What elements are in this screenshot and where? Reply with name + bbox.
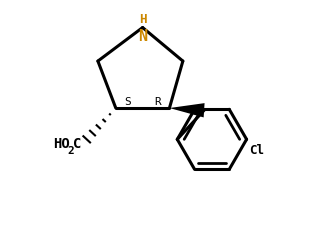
- Polygon shape: [169, 103, 204, 117]
- Text: HO: HO: [53, 137, 70, 151]
- Text: 2: 2: [68, 146, 74, 155]
- Text: Cl: Cl: [249, 144, 264, 157]
- Text: S: S: [125, 97, 132, 108]
- Text: N: N: [138, 29, 147, 44]
- Text: R: R: [154, 97, 160, 108]
- Text: C: C: [73, 137, 82, 151]
- Text: H: H: [139, 14, 146, 26]
